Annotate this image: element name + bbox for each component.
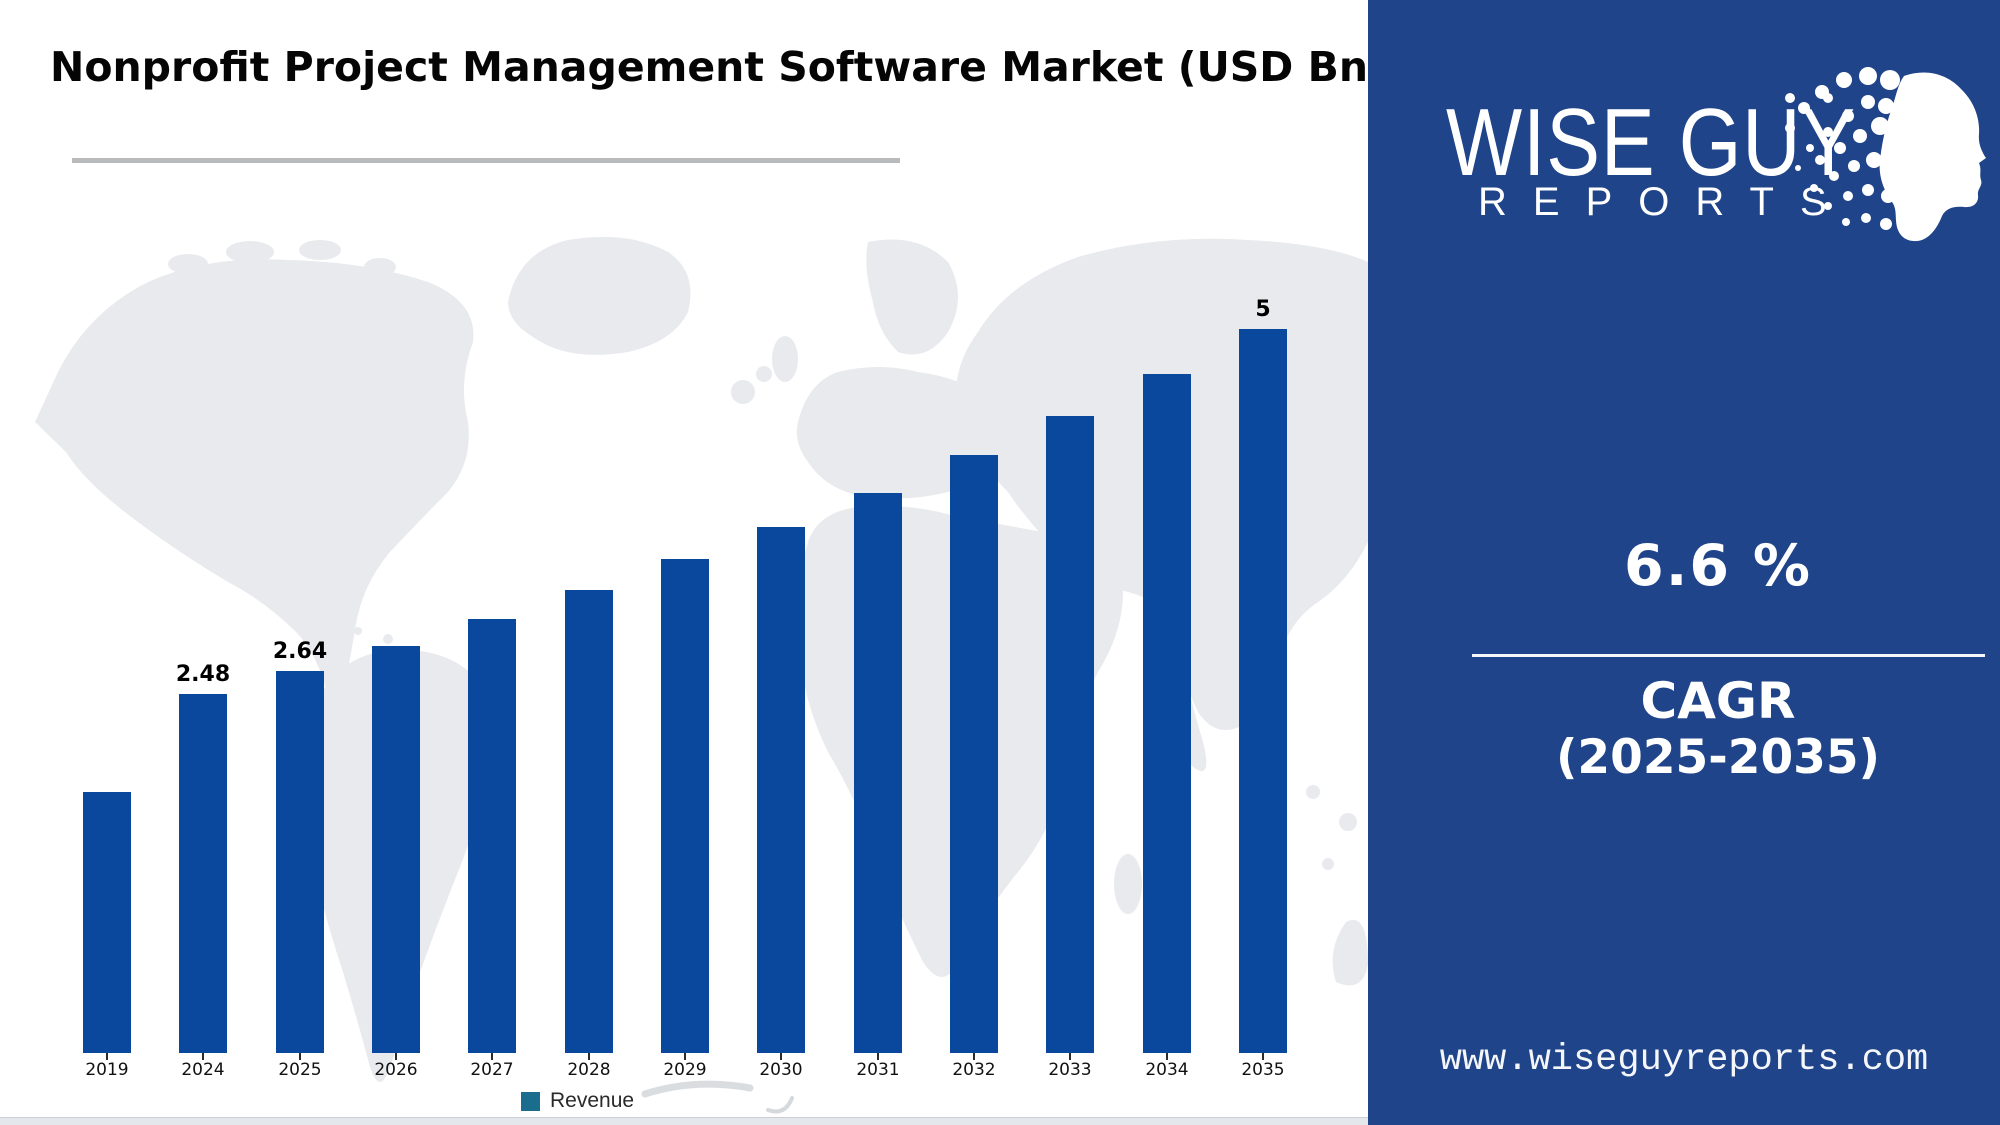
x-axis-tick-2031 xyxy=(877,1053,879,1060)
x-axis-tick-2029 xyxy=(684,1053,686,1060)
bar-value-label-2025: 2.64 xyxy=(272,639,328,664)
bottom-strip xyxy=(0,1117,1368,1125)
brand-sidebar: WISE GUY REPORTS 6.6 % xyxy=(1368,0,2000,1125)
x-axis-tick-2032 xyxy=(973,1053,975,1060)
bar-2031 xyxy=(854,493,902,1053)
logo-face-icon xyxy=(1785,67,1986,242)
stat-divider xyxy=(1472,654,1985,657)
cagr-value: 6.6 % xyxy=(1624,533,1812,599)
bar-2034 xyxy=(1143,374,1191,1053)
x-tick-label-2035: 2035 xyxy=(1241,1060,1285,1080)
x-axis-tick-2035 xyxy=(1262,1053,1264,1060)
bar-2025 xyxy=(276,671,324,1053)
x-tick-label-2033: 2033 xyxy=(1048,1060,1092,1080)
bar-2033 xyxy=(1046,416,1094,1053)
x-tick-label-2030: 2030 xyxy=(759,1060,803,1080)
bar-2024 xyxy=(179,694,227,1053)
x-axis-tick-2034 xyxy=(1166,1053,1168,1060)
logo-accent-dot xyxy=(1785,93,1795,103)
x-axis-tick-2026 xyxy=(395,1053,397,1060)
x-axis-tick-2028 xyxy=(588,1053,590,1060)
x-tick-label-2027: 2027 xyxy=(470,1060,514,1080)
bar-2032 xyxy=(950,455,998,1053)
x-tick-label-2024: 2024 xyxy=(181,1060,225,1080)
title-underline xyxy=(72,158,900,163)
legend-label-revenue: Revenue xyxy=(550,1089,635,1112)
x-axis-tick-2030 xyxy=(780,1053,782,1060)
bar-2029 xyxy=(661,559,709,1053)
cagr-period: (2025-2035) xyxy=(1555,730,1881,785)
x-tick-label-2025: 2025 xyxy=(278,1060,322,1080)
x-tick-label-2029: 2029 xyxy=(663,1060,707,1080)
x-tick-label-2028: 2028 xyxy=(567,1060,611,1080)
logo-subtitle: REPORTS xyxy=(1478,180,1853,224)
legend-swatch-revenue xyxy=(521,1091,540,1111)
x-tick-label-2031: 2031 xyxy=(856,1060,900,1080)
bar-2027 xyxy=(468,619,516,1053)
x-tick-label-2019: 2019 xyxy=(85,1060,129,1080)
x-axis-tick-2019 xyxy=(106,1053,108,1060)
bar-2019 xyxy=(83,792,131,1053)
page-title: Nonprofit Project Management Software Ma… xyxy=(50,43,1387,91)
bar-2026 xyxy=(372,646,420,1053)
x-tick-label-2032: 2032 xyxy=(952,1060,996,1080)
x-axis-tick-2024 xyxy=(202,1053,204,1060)
bar-2028 xyxy=(565,590,613,1053)
bar-value-label-2035: 5 xyxy=(1255,297,1271,322)
logo-accent-dot xyxy=(1823,93,1833,103)
chart-legend: Revenue xyxy=(521,1089,634,1113)
bar-2035 xyxy=(1239,329,1287,1053)
x-axis-tick-2033 xyxy=(1069,1053,1071,1060)
logo-face-shapes xyxy=(1785,67,1986,242)
x-tick-label-2026: 2026 xyxy=(374,1060,418,1080)
bar-value-label-2024: 2.48 xyxy=(175,662,231,687)
bar-2030 xyxy=(757,527,805,1053)
website-url: www.wiseguyreports.com xyxy=(1439,1039,1929,1081)
cagr-label: CAGR xyxy=(1640,672,1796,730)
logo-wordmark: WISE GUY xyxy=(1446,89,1856,196)
map-fragment-decoration xyxy=(641,1080,794,1114)
x-axis-tick-2027 xyxy=(491,1053,493,1060)
x-tick-label-2034: 2034 xyxy=(1145,1060,1189,1080)
x-axis-tick-2025 xyxy=(299,1053,301,1060)
